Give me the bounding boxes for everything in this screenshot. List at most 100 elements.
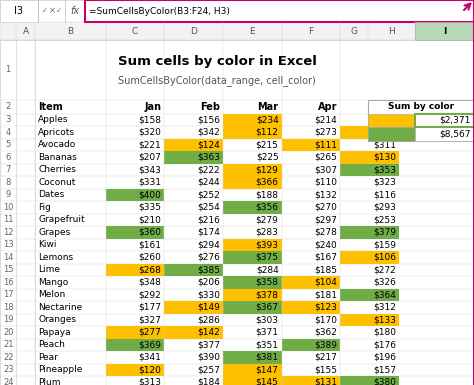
Text: $210: $210 [138,215,161,224]
Text: 19: 19 [3,315,13,324]
Text: 8: 8 [6,178,11,187]
Text: Sum by color: Sum by color [388,102,454,111]
Text: $389: $389 [314,340,337,349]
Bar [106,326,164,338]
Text: $371: $371 [255,328,279,337]
Text: $327: $327 [138,315,161,324]
Text: $362: $362 [314,328,337,337]
Bar [282,376,340,385]
Text: $268: $268 [138,265,161,274]
Bar [223,376,282,385]
Text: Mango: Mango [38,278,68,287]
Text: $284: $284 [256,265,279,274]
Text: $286: $286 [197,315,220,324]
Bar [106,226,164,238]
Text: $206: $206 [197,278,220,287]
Text: $240: $240 [314,240,337,249]
Text: 6: 6 [6,153,11,162]
Text: $342: $342 [197,128,220,137]
Text: $294: $294 [197,240,220,249]
Bar [415,114,474,127]
Bar [282,301,340,313]
Text: $155: $155 [314,365,337,374]
Text: $385: $385 [197,265,220,274]
Text: $260: $260 [138,253,161,262]
Text: $132: $132 [314,190,337,199]
Text: 1: 1 [6,65,11,75]
Bar [106,363,164,376]
Text: A: A [23,27,29,35]
Text: $277: $277 [138,328,161,337]
Text: $129: $129 [255,165,279,174]
Text: 15: 15 [3,265,13,274]
Text: $313: $313 [138,378,161,385]
Text: I3: I3 [15,6,24,16]
Text: $375: $375 [255,253,279,262]
Bar [0,176,474,189]
Text: 13: 13 [3,240,14,249]
Text: E: E [249,27,255,35]
Text: $157: $157 [373,365,396,374]
Text: Avocado: Avocado [38,140,76,149]
Text: Feb: Feb [200,102,220,112]
Text: $257: $257 [197,365,220,374]
Text: $234: $234 [256,115,279,124]
Text: $111: $111 [314,140,337,149]
Text: $177: $177 [138,303,161,312]
Text: $360: $360 [138,228,161,237]
Text: $123: $123 [314,303,337,312]
Text: $380: $380 [373,378,396,385]
Bar [223,276,282,288]
Text: $222: $222 [197,165,220,174]
Text: $320: $320 [138,128,161,137]
Bar [164,139,223,151]
Text: $279: $279 [255,215,279,224]
Bar [0,126,474,139]
Bar [0,151,474,164]
Text: 21: 21 [3,340,13,349]
Text: $330: $330 [197,290,220,299]
Text: $292: $292 [138,290,161,299]
Text: $120: $120 [138,365,161,374]
Bar [0,22,474,40]
Text: Lemons: Lemons [38,253,73,262]
Bar [223,114,282,126]
Bar [106,189,164,201]
Text: Sum cells by color in Excel: Sum cells by color in Excel [118,55,317,67]
Text: $377: $377 [197,340,220,349]
Text: $244: $244 [197,178,220,187]
Bar [164,263,223,276]
Text: Oranges: Oranges [38,315,76,324]
Text: 23: 23 [3,365,14,374]
Text: $2,371: $2,371 [439,116,471,125]
Bar [0,263,474,276]
Text: Peach: Peach [38,340,65,349]
Text: $225: $225 [256,153,279,162]
Bar [415,127,474,141]
Text: $158: $158 [138,115,161,124]
Text: $8,567: $8,567 [439,129,471,138]
Text: $214: $214 [314,115,337,124]
Bar [0,313,474,326]
Text: 10: 10 [3,203,13,212]
Text: C: C [132,27,138,35]
Text: 14: 14 [3,253,13,262]
Text: $149: $149 [197,303,220,312]
Text: Cherries: Cherries [38,165,76,174]
Text: $167: $167 [314,253,337,262]
Text: Dates: Dates [38,190,64,199]
Text: $112: $112 [255,128,279,137]
Text: $367: $367 [255,303,279,312]
Text: $180: $180 [373,328,396,337]
Bar [368,100,474,141]
Text: $196: $196 [373,353,396,362]
Text: $116: $116 [373,190,396,199]
Text: $270: $270 [314,203,337,212]
Bar [0,363,474,376]
Bar [0,238,474,251]
Bar [368,114,415,127]
Text: $171: $171 [373,115,396,124]
Bar [0,214,474,226]
Bar [0,0,38,22]
Bar [282,139,340,151]
